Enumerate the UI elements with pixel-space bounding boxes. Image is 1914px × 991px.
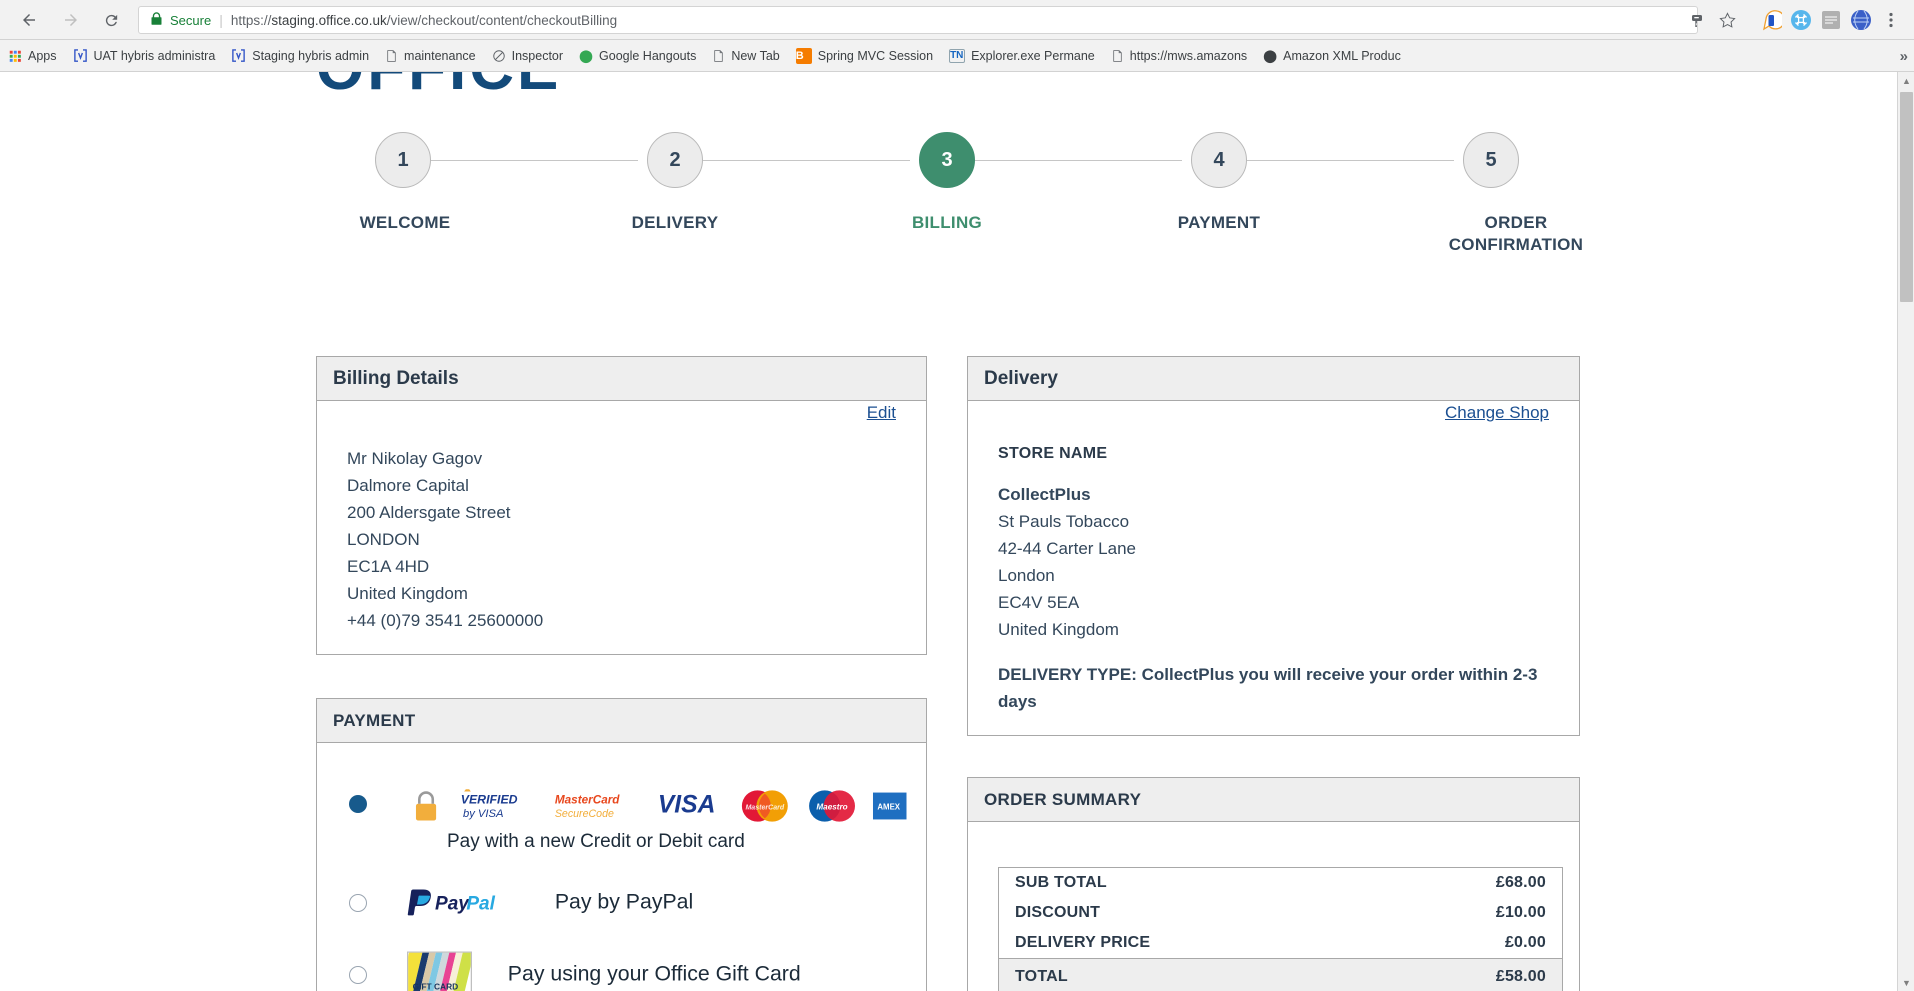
svg-text:VERIFIED: VERIFIED — [461, 793, 518, 807]
svg-text:Pal: Pal — [466, 894, 495, 915]
svg-text:MasterCard: MasterCard — [745, 804, 784, 811]
svg-text:SecureCode: SecureCode — [555, 808, 614, 820]
svg-text:by VISA: by VISA — [463, 808, 503, 820]
svg-text:Maestro: Maestro — [816, 802, 847, 811]
svg-text:GIFT CARD: GIFT CARD — [413, 982, 459, 991]
svg-text:Pay: Pay — [435, 894, 470, 915]
svg-text:MasterCard: MasterCard — [555, 794, 620, 807]
svg-text:VISA: VISA — [658, 792, 715, 819]
svg-text:AMEX: AMEX — [877, 802, 900, 811]
